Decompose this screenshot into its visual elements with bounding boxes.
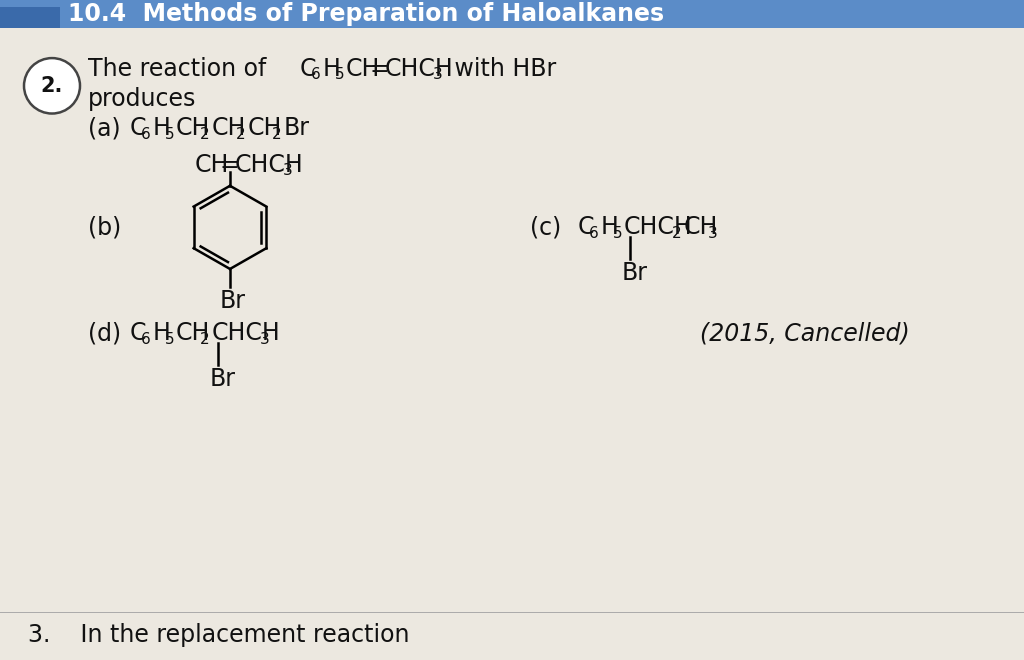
Text: 5: 5 bbox=[335, 67, 345, 82]
Text: 6: 6 bbox=[589, 226, 599, 241]
Text: with HBr: with HBr bbox=[447, 57, 556, 81]
Text: CH: CH bbox=[346, 57, 380, 81]
Text: Br: Br bbox=[284, 116, 310, 141]
Text: (d): (d) bbox=[88, 321, 121, 345]
Text: 5: 5 bbox=[165, 332, 175, 347]
Text: produces: produces bbox=[88, 86, 197, 111]
Text: CHCH: CHCH bbox=[624, 215, 693, 240]
Text: 6: 6 bbox=[311, 67, 321, 82]
Text: 6: 6 bbox=[141, 332, 151, 347]
Text: CH: CH bbox=[195, 153, 229, 177]
Text: Br: Br bbox=[220, 288, 246, 313]
Text: =: = bbox=[219, 153, 239, 177]
Text: 6: 6 bbox=[141, 127, 151, 142]
Text: Br: Br bbox=[622, 261, 648, 285]
Text: H: H bbox=[323, 57, 341, 81]
Text: H: H bbox=[601, 215, 618, 240]
Circle shape bbox=[24, 58, 80, 114]
Text: 5: 5 bbox=[613, 226, 623, 241]
Text: CHCH: CHCH bbox=[234, 153, 304, 177]
Text: 3: 3 bbox=[433, 67, 442, 82]
Text: C: C bbox=[300, 57, 316, 81]
Text: CHCH: CHCH bbox=[385, 57, 454, 81]
Text: CH: CH bbox=[212, 116, 247, 141]
Text: (b): (b) bbox=[88, 215, 121, 240]
Text: CH: CH bbox=[176, 321, 210, 345]
Text: CHCH: CHCH bbox=[212, 321, 281, 345]
Text: (2015, Cancelled): (2015, Cancelled) bbox=[700, 321, 909, 345]
Text: 3: 3 bbox=[283, 164, 293, 178]
Text: 10.4  Methods of Preparation of Haloalkanes: 10.4 Methods of Preparation of Haloalkan… bbox=[68, 1, 665, 26]
Text: Br: Br bbox=[210, 367, 236, 391]
Text: C: C bbox=[130, 321, 146, 345]
Text: 5: 5 bbox=[165, 127, 175, 142]
Text: (a): (a) bbox=[88, 116, 121, 141]
Text: 2: 2 bbox=[672, 226, 682, 241]
Text: CH: CH bbox=[176, 116, 210, 141]
Text: 2: 2 bbox=[236, 127, 246, 142]
Text: 3.    In the replacement reaction: 3. In the replacement reaction bbox=[28, 623, 410, 647]
Bar bbox=[0, 0, 60, 28]
Text: =: = bbox=[370, 57, 390, 81]
Text: CH: CH bbox=[684, 215, 719, 240]
Text: CH: CH bbox=[248, 116, 283, 141]
Text: 2: 2 bbox=[200, 332, 210, 347]
Text: H: H bbox=[153, 116, 171, 141]
Text: 3: 3 bbox=[708, 226, 718, 241]
Text: H: H bbox=[153, 321, 171, 345]
Text: 2: 2 bbox=[272, 127, 282, 142]
Text: (c): (c) bbox=[530, 215, 561, 240]
Text: The reaction of: The reaction of bbox=[88, 57, 273, 81]
Text: 2: 2 bbox=[200, 127, 210, 142]
Text: C: C bbox=[130, 116, 146, 141]
Text: 3: 3 bbox=[260, 332, 269, 347]
Text: C: C bbox=[578, 215, 595, 240]
Bar bbox=[0, 0, 1024, 28]
Text: 2.: 2. bbox=[41, 76, 63, 96]
